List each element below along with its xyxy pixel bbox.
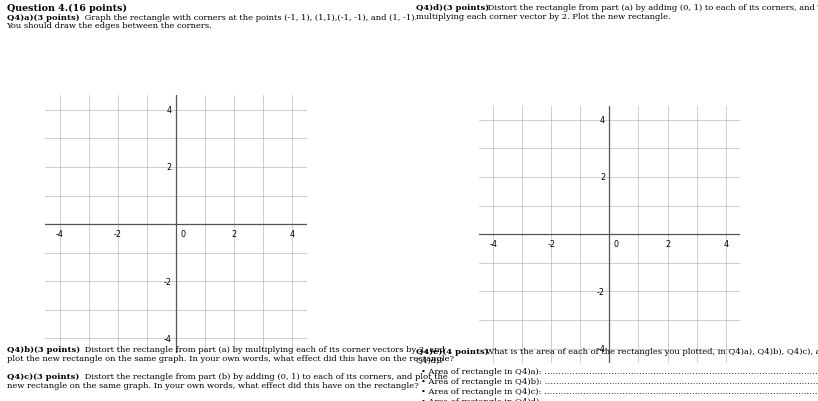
Text: -4: -4 xyxy=(164,334,172,343)
Text: • Area of rectangle in Q4)c): ……………………………………………………………………………………………………………………………………: • Area of rectangle in Q4)c): …………………………… xyxy=(421,387,818,395)
Text: What is the area of each of the rectangles you plotted, in Q4)a), Q4)b), Q4)c), : What is the area of each of the rectangl… xyxy=(483,347,818,355)
Text: -4: -4 xyxy=(489,240,497,249)
Text: Distort the rectangle from part (a) by multiplying each of its corner vectors by: Distort the rectangle from part (a) by m… xyxy=(82,345,445,353)
Text: 2: 2 xyxy=(231,230,236,239)
Text: • Area of rectangle in Q4)d): ……………………………………………………………………………………………………………………………………: • Area of rectangle in Q4)d): …………………………… xyxy=(421,397,818,401)
Text: • Area of rectangle in Q4)a): ……………………………………………………………………………………………………………………………………: • Area of rectangle in Q4)a): …………………………… xyxy=(421,367,818,375)
Text: 4: 4 xyxy=(600,116,605,125)
Text: multiplying each corner vector by 2. Plot the new rectangle.: multiplying each corner vector by 2. Plo… xyxy=(416,13,670,21)
Text: -2: -2 xyxy=(547,240,555,249)
Text: -2: -2 xyxy=(164,277,172,286)
Text: Question 4.(16 points): Question 4.(16 points) xyxy=(7,4,127,13)
Text: 4: 4 xyxy=(290,230,294,239)
Text: Graph the rectangle with corners at the points (-1, 1), (1,1),(-1, -1), and (1, : Graph the rectangle with corners at the … xyxy=(82,14,417,22)
Text: 0: 0 xyxy=(614,240,618,249)
Text: Q4)d)(3 points): Q4)d)(3 points) xyxy=(416,4,488,12)
Text: Q4)b)(3 points): Q4)b)(3 points) xyxy=(7,345,79,353)
Text: -2: -2 xyxy=(114,230,122,239)
Text: 0: 0 xyxy=(180,230,185,239)
Text: new rectangle on the same graph. In your own words, what effect did this have on: new rectangle on the same graph. In your… xyxy=(7,381,418,389)
Text: 2: 2 xyxy=(166,163,172,172)
Text: -4: -4 xyxy=(56,230,64,239)
Text: -4: -4 xyxy=(597,344,605,353)
Text: Distort the rectangle from part (a) by adding (0, 1) to each of its corners, and: Distort the rectangle from part (a) by a… xyxy=(485,4,818,12)
Text: 4: 4 xyxy=(723,240,728,249)
Text: plot the new rectangle on the same graph. In your own words, what effect did thi: plot the new rectangle on the same graph… xyxy=(7,354,453,362)
Text: 4: 4 xyxy=(167,106,172,115)
Text: 2: 2 xyxy=(600,173,605,182)
Text: You should draw the edges between the corners.: You should draw the edges between the co… xyxy=(7,22,213,30)
Text: Q4)d)?: Q4)d)? xyxy=(416,356,444,364)
Text: Distort the rectangle from part (b) by adding (0, 1) to each of its corners, and: Distort the rectangle from part (b) by a… xyxy=(82,372,447,380)
Text: • Area of rectangle in Q4)b): ……………………………………………………………………………………………………………………………………: • Area of rectangle in Q4)b): …………………………… xyxy=(421,377,818,385)
Text: 2: 2 xyxy=(665,240,670,249)
Text: Q4)e)(4 points): Q4)e)(4 points) xyxy=(416,347,488,355)
Text: Q4)c)(3 points): Q4)c)(3 points) xyxy=(7,372,79,380)
Text: -2: -2 xyxy=(597,287,605,296)
Text: Q4)a)(3 points): Q4)a)(3 points) xyxy=(7,14,79,22)
